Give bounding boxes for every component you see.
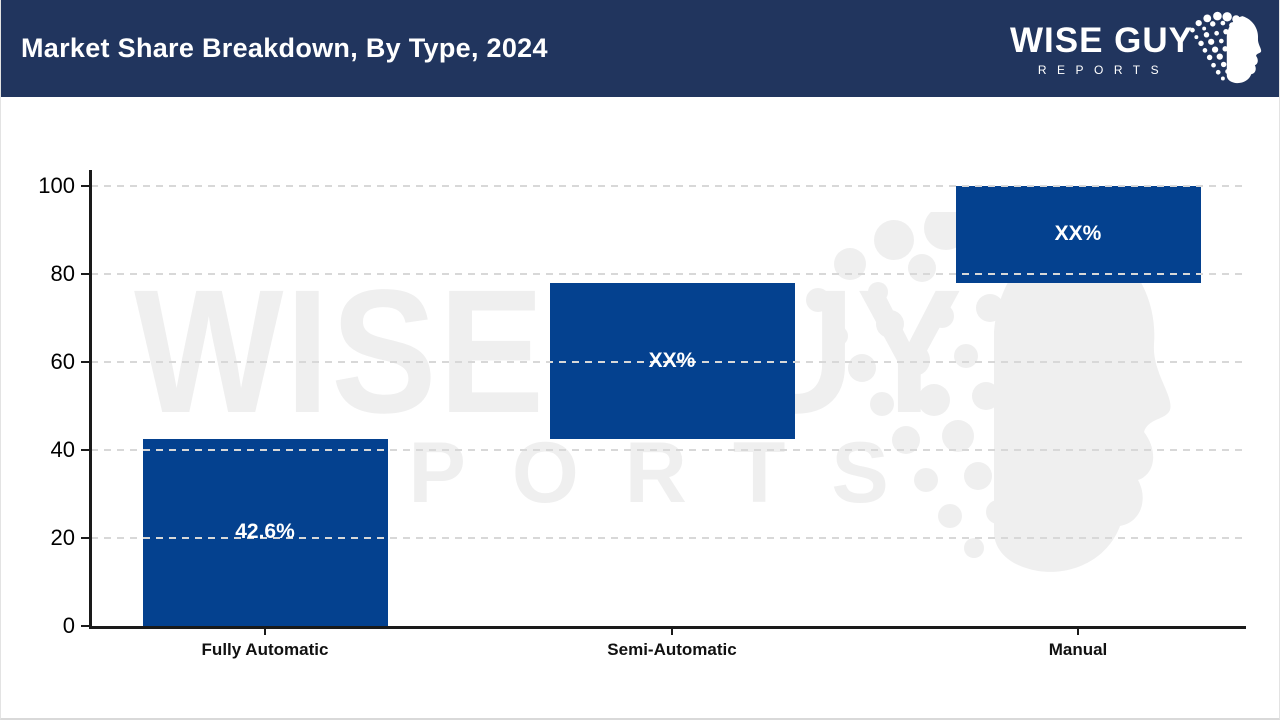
bar	[142, 438, 388, 626]
logo-head-dots-icon	[1187, 9, 1265, 91]
page-title: Market Share Breakdown, By Type, 2024	[21, 33, 548, 63]
y-axis-tick	[81, 537, 89, 539]
wise-guy-reports-logo: WISE GUY REPORTS	[1010, 9, 1265, 91]
y-tick-label: 20	[50, 525, 75, 550]
x-axis-tick	[671, 626, 673, 635]
bar-label: 42.6%	[235, 520, 295, 544]
x-tick-label: Semi-Automatic	[607, 640, 737, 659]
grid-line	[91, 449, 1246, 451]
y-tick-label: 0	[62, 613, 75, 638]
x-axis-line	[89, 626, 1246, 629]
grid-line	[91, 273, 1246, 275]
y-tick-label: 80	[50, 261, 75, 286]
bar-label: XX%	[1054, 222, 1102, 246]
y-tick-label: 40	[50, 437, 75, 462]
x-tick-label: Manual	[1048, 640, 1108, 659]
x-axis-tick	[264, 626, 266, 635]
bar-label: XX%	[648, 348, 696, 372]
x-axis-tick	[1077, 626, 1079, 635]
y-axis-line	[89, 170, 92, 628]
header-bar: Market Share Breakdown, By Type, 2024 WI…	[1, 0, 1279, 97]
x-tick-label: Fully Automatic	[201, 640, 329, 659]
y-tick-label: 100	[38, 173, 75, 198]
y-axis-tick	[81, 449, 89, 451]
logo-reports-label: REPORTS	[1037, 62, 1170, 77]
grid-line	[91, 537, 1246, 539]
bar	[955, 186, 1201, 283]
logo-text: WISE GUY REPORTS	[1010, 23, 1193, 77]
y-axis-tick	[81, 185, 89, 187]
grid-line	[91, 361, 1246, 363]
grid-line	[91, 185, 1246, 187]
y-tick-label: 60	[50, 349, 75, 374]
y-axis-tick	[81, 273, 89, 275]
logo-wiseguy-label: WISE GUY	[1009, 20, 1193, 60]
y-axis-tick	[81, 625, 89, 627]
bar	[549, 282, 795, 439]
y-axis-tick	[81, 361, 89, 363]
